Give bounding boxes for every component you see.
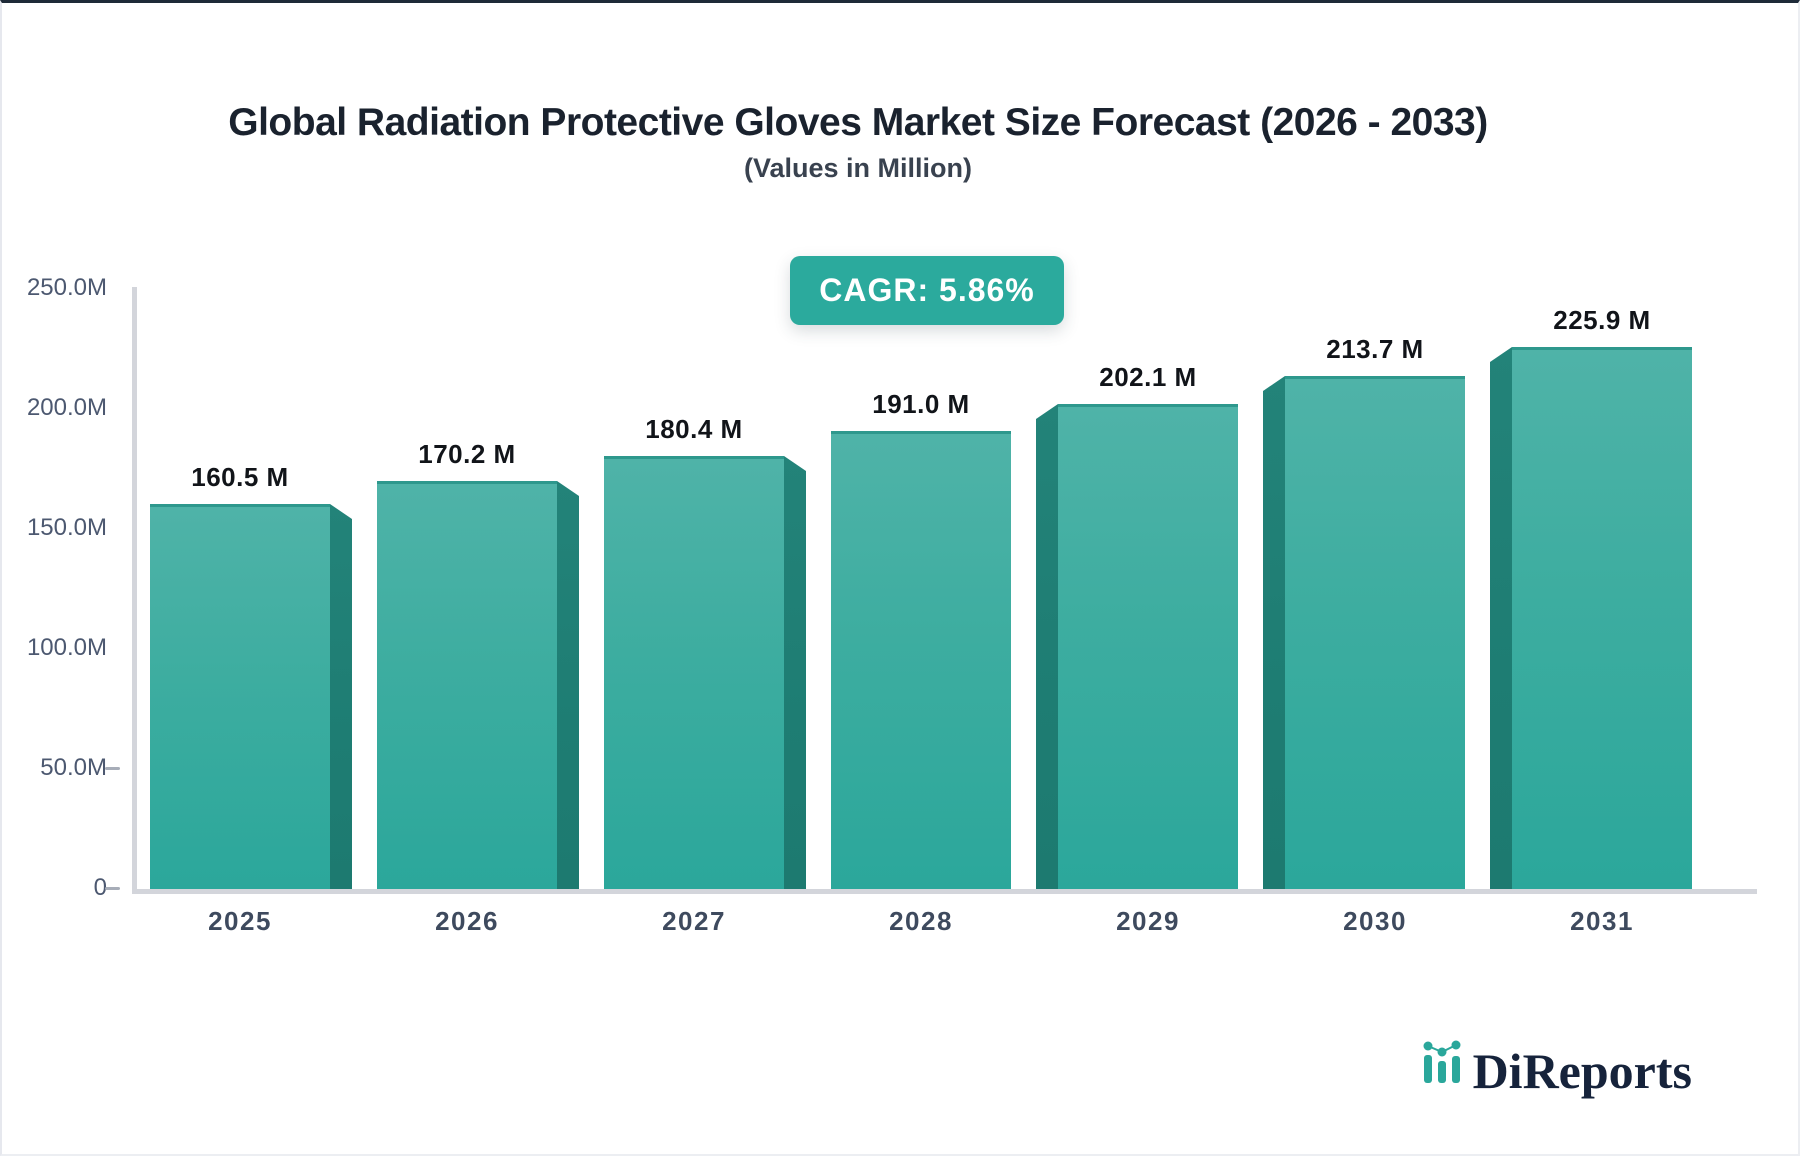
y-axis-tick-label: 100.0M xyxy=(26,634,107,661)
bar-2028 xyxy=(831,431,1011,889)
x-axis-label-2025: 2025 xyxy=(208,906,272,936)
bar-3d-side xyxy=(1490,347,1512,889)
cagr-badge: CAGR: 5.86% xyxy=(790,256,1064,325)
bar-2029 xyxy=(1058,404,1238,889)
y-axis-tick-label: 50.0M xyxy=(40,754,107,781)
x-axis-label-2027: 2027 xyxy=(662,906,726,936)
bar-value-label: 202.1 M xyxy=(1099,362,1197,392)
bar-2027 xyxy=(604,456,784,889)
direports-logo: DiReports xyxy=(1422,1037,1692,1096)
bar-value-label: 191.0 M xyxy=(872,389,970,419)
x-axis-line xyxy=(132,889,1757,894)
y-axis-tick-label: 150.0M xyxy=(26,514,107,541)
bar-3d-side xyxy=(557,481,579,889)
chart-title: Global Radiation Protective Gloves Marke… xyxy=(228,101,1488,144)
y-axis-tick-label: 0 xyxy=(93,874,107,901)
bar-2025 xyxy=(150,504,330,889)
bar-chart-icon xyxy=(1423,1040,1461,1083)
bar-value-label: 180.4 M xyxy=(645,414,743,444)
y-axis-tick-label: 200.0M xyxy=(26,394,107,421)
x-axis-label-2026: 2026 xyxy=(435,906,499,936)
bar-value-label: 160.5 M xyxy=(191,462,289,492)
x-axis-label-2028: 2028 xyxy=(889,906,953,936)
y-axis-tick-mark xyxy=(105,767,120,770)
bar-2026 xyxy=(377,481,557,889)
bar-2030 xyxy=(1285,376,1465,889)
x-axis-label-2031: 2031 xyxy=(1570,906,1634,936)
bar-value-label: 170.2 M xyxy=(418,439,516,469)
x-axis-label-2029: 2029 xyxy=(1116,906,1180,936)
bar-3d-side xyxy=(1036,404,1058,889)
bar-2031 xyxy=(1512,347,1692,889)
logo-text: DiReports xyxy=(1472,1043,1692,1099)
bar-3d-side xyxy=(784,456,806,889)
y-axis-line xyxy=(132,287,137,894)
y-axis-tick-mark xyxy=(105,887,120,890)
x-axis-label-2030: 2030 xyxy=(1343,906,1407,936)
bar-3d-side xyxy=(1263,376,1285,889)
y-axis-tick-label: 250.0M xyxy=(26,274,107,301)
chart-subtitle: (Values in Million) xyxy=(743,153,973,183)
bar-value-label: 225.9 M xyxy=(1553,305,1651,335)
bar-value-label: 213.7 M xyxy=(1326,334,1424,364)
bar-3d-side xyxy=(330,504,352,889)
